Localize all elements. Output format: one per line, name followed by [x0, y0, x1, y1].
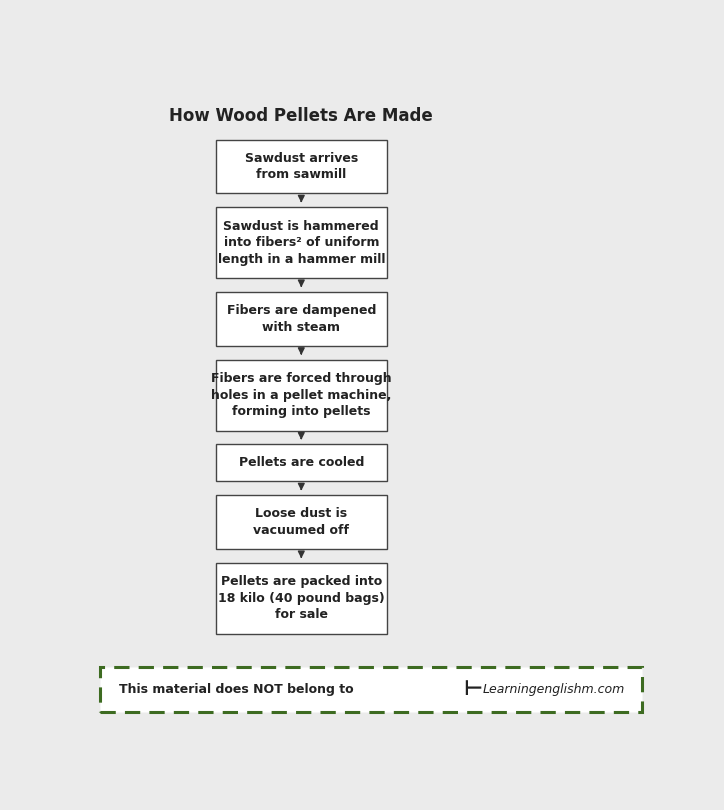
Text: Learningenglishm.com: Learningenglishm.com	[483, 683, 625, 696]
Text: Loose dust is
vacuumed off: Loose dust is vacuumed off	[253, 508, 349, 537]
Text: Sawdust is hammered
into fibers² of uniform
length in a hammer mill: Sawdust is hammered into fibers² of unif…	[217, 220, 385, 266]
Bar	[216, 445, 387, 481]
Bar	[100, 667, 642, 712]
Bar	[216, 292, 387, 346]
Bar	[216, 495, 387, 549]
Text: This material does NOT belong to: This material does NOT belong to	[119, 683, 354, 696]
Text: Pellets are cooled: Pellets are cooled	[239, 457, 364, 470]
Text: How Wood Pellets Are Made: How Wood Pellets Are Made	[169, 107, 433, 126]
Bar	[216, 360, 387, 431]
Bar	[216, 139, 387, 194]
Text: ⊢: ⊢	[463, 680, 482, 699]
Text: Pellets are packed into
18 kilo (40 pound bags)
for sale: Pellets are packed into 18 kilo (40 poun…	[218, 575, 384, 621]
Text: Fibers are dampened
with steam: Fibers are dampened with steam	[227, 305, 376, 334]
Text: Fibers are forced through
holes in a pellet machine,
forming into pellets: Fibers are forced through holes in a pel…	[211, 372, 392, 418]
Bar	[216, 563, 387, 634]
Bar	[216, 207, 387, 278]
Text: Sawdust arrives
from sawmill: Sawdust arrives from sawmill	[245, 151, 358, 181]
